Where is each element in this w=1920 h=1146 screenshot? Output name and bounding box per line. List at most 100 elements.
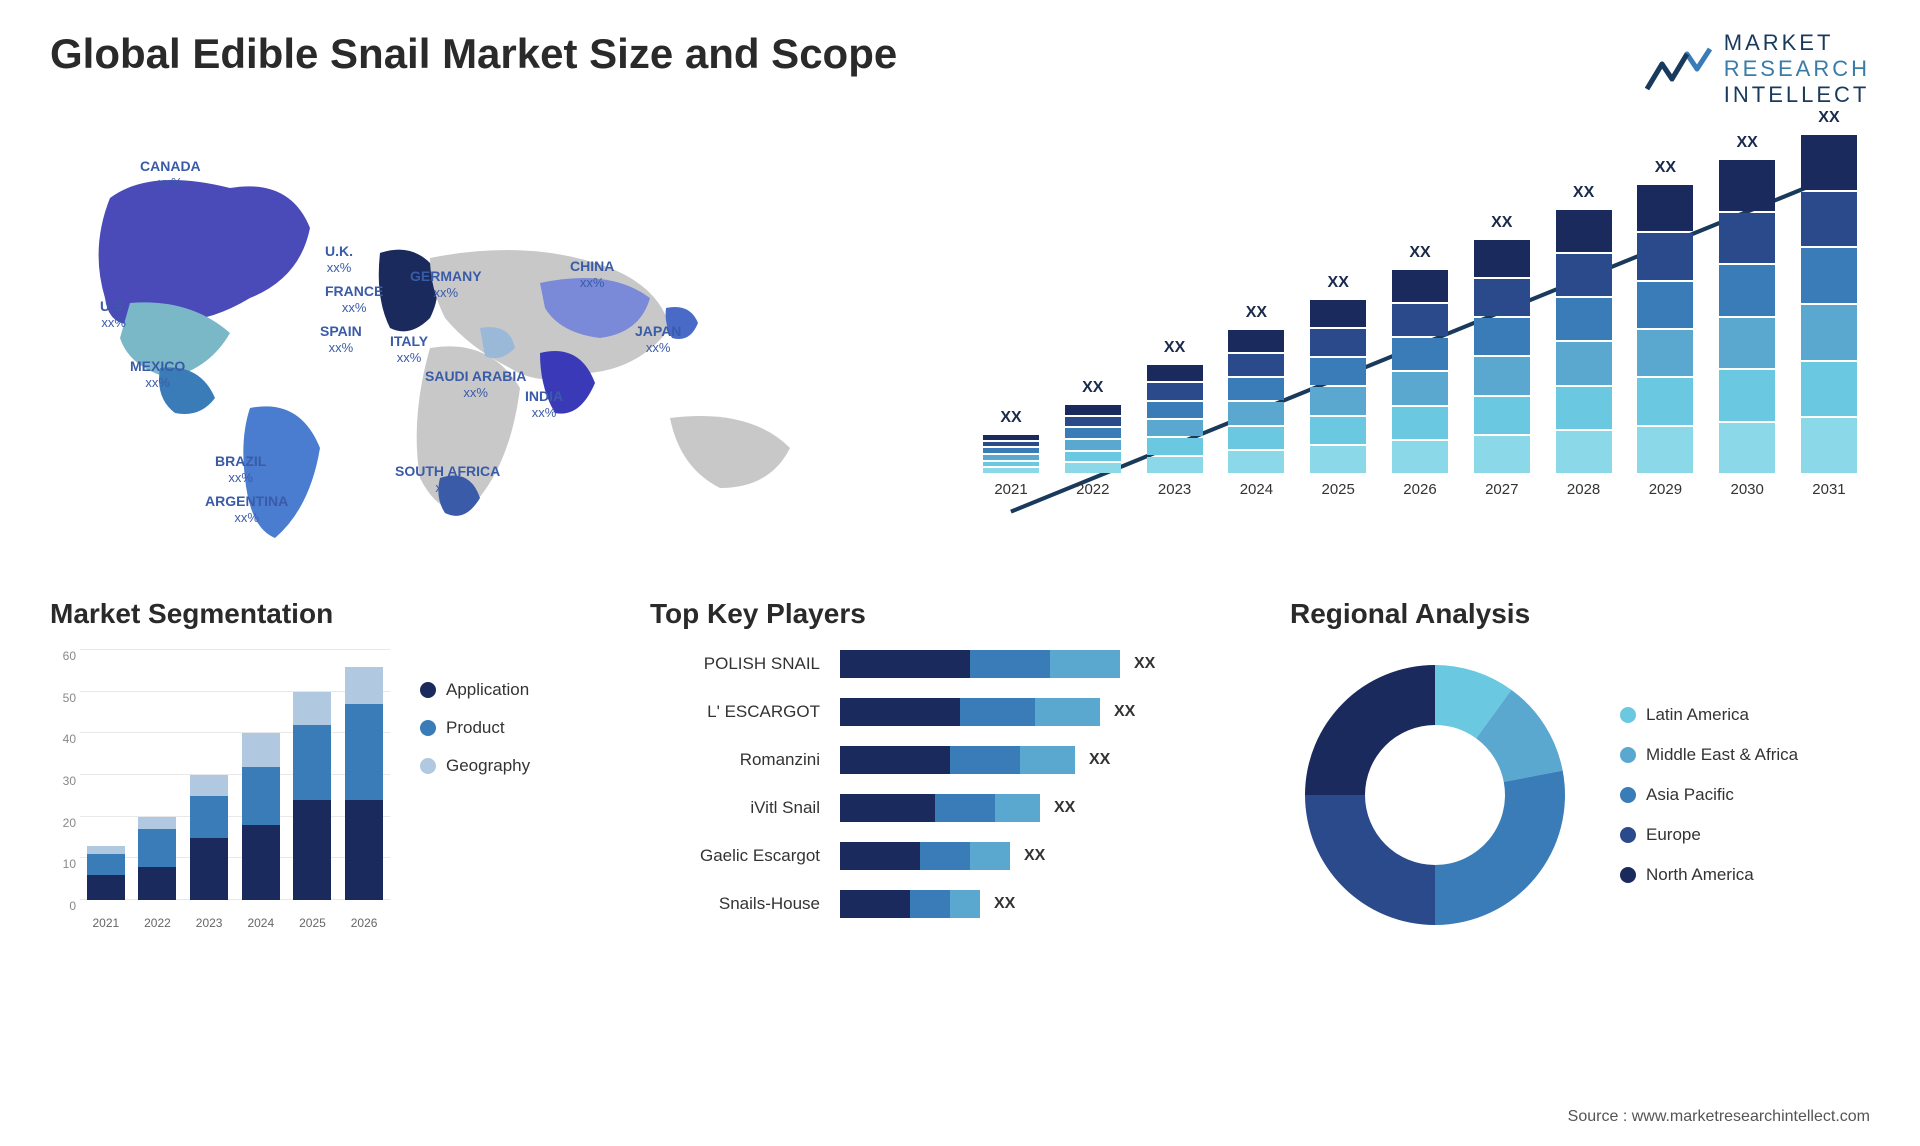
- growth-seg: [1147, 402, 1203, 418]
- seg-seg: [345, 704, 383, 800]
- brand-logo: MARKET RESEARCH INTELLECT: [1642, 30, 1870, 108]
- growth-seg: [1228, 427, 1284, 449]
- seg-bar: [190, 775, 228, 900]
- regional-section: Regional Analysis Latin AmericaMiddle Ea…: [1290, 598, 1870, 940]
- player-seg: [1020, 746, 1075, 774]
- growth-seg: [1228, 330, 1284, 352]
- seg-xlabel: 2023: [190, 916, 228, 930]
- seg-seg: [293, 692, 331, 725]
- growth-seg: [1719, 370, 1775, 421]
- player-value: XX: [1089, 751, 1110, 769]
- growth-seg: [1392, 407, 1448, 439]
- legend-label: Latin America: [1646, 705, 1749, 725]
- growth-bar-group: XX2031: [1798, 109, 1860, 498]
- legend-item: Europe: [1620, 825, 1798, 845]
- player-seg: [970, 842, 1010, 870]
- donut-slice: [1305, 665, 1435, 795]
- players-section: Top Key Players POLISH SNAILL' ESCARGOTR…: [650, 598, 1250, 940]
- growth-bar: [1474, 238, 1530, 473]
- growth-seg: [1474, 436, 1530, 473]
- donut-slice: [1305, 795, 1435, 925]
- growth-xlabel: 2023: [1158, 481, 1191, 498]
- players-title: Top Key Players: [650, 598, 1250, 630]
- growth-seg: [1310, 358, 1366, 385]
- seg-xlabel: 2021: [87, 916, 125, 930]
- player-label: L' ESCARGOT: [650, 698, 820, 726]
- growth-bar: [983, 433, 1039, 473]
- growth-top-label: XX: [1655, 159, 1676, 177]
- seg-xlabel: 2022: [138, 916, 176, 930]
- country-label: ARGENTINAxx%: [205, 493, 288, 525]
- growth-xlabel: 2026: [1403, 481, 1436, 498]
- growth-top-label: XX: [1328, 274, 1349, 292]
- regional-wrap: Latin AmericaMiddle East & AfricaAsia Pa…: [1290, 650, 1870, 940]
- legend-dot: [420, 758, 436, 774]
- growth-seg: [1719, 318, 1775, 369]
- growth-seg: [1065, 452, 1121, 462]
- seg-seg: [293, 800, 331, 900]
- growth-xlabel: 2031: [1812, 481, 1845, 498]
- growth-bar-group: XX2024: [1225, 304, 1287, 498]
- player-value: XX: [1024, 847, 1045, 865]
- growth-seg: [1310, 387, 1366, 414]
- seg-ytick: 10: [63, 857, 76, 871]
- legend-label: Middle East & Africa: [1646, 745, 1798, 765]
- growth-top-label: XX: [1737, 134, 1758, 152]
- growth-seg: [983, 468, 1039, 473]
- country-label: SAUDI ARABIAxx%: [425, 368, 526, 400]
- growth-chart: XX2021XX2022XX2023XX2024XX2025XX2026XX20…: [970, 138, 1870, 558]
- growth-seg: [1801, 192, 1857, 247]
- growth-bar: [1392, 268, 1448, 473]
- growth-seg: [1556, 298, 1612, 340]
- seg-ytick: 50: [63, 691, 76, 705]
- growth-xlabel: 2029: [1649, 481, 1682, 498]
- player-bar: [840, 650, 1120, 678]
- player-value: XX: [994, 895, 1015, 913]
- player-seg: [950, 890, 980, 918]
- logo-icon: [1642, 39, 1712, 99]
- country-label: SPAINxx%: [320, 323, 362, 355]
- growth-top-label: XX: [1573, 184, 1594, 202]
- seg-seg: [138, 817, 176, 830]
- seg-seg: [242, 825, 280, 900]
- country-label: ITALYxx%: [390, 333, 428, 365]
- legend-dot: [1620, 787, 1636, 803]
- growth-seg: [1556, 254, 1612, 296]
- growth-seg: [1474, 397, 1530, 434]
- growth-bar-group: XX2025: [1307, 274, 1369, 498]
- country-label: U.K.xx%: [325, 243, 353, 275]
- growth-seg: [1719, 423, 1775, 474]
- growth-seg: [1310, 446, 1366, 473]
- growth-seg: [1065, 428, 1121, 438]
- growth-seg: [1147, 457, 1203, 473]
- seg-seg: [138, 867, 176, 900]
- growth-bar-group: XX 2023: [1144, 339, 1206, 498]
- player-row: XX: [840, 650, 1250, 678]
- growth-seg: [1392, 441, 1448, 473]
- player-bars: XXXXXXXXXXXX: [840, 650, 1250, 918]
- growth-top-label: XX: [1491, 214, 1512, 232]
- legend-item: Product: [420, 718, 530, 738]
- seg-seg: [87, 846, 125, 854]
- growth-seg: [1637, 427, 1693, 473]
- seg-seg: [190, 838, 228, 901]
- player-bar: [840, 794, 1040, 822]
- legend-dot: [1620, 867, 1636, 883]
- growth-bar: [1310, 298, 1366, 473]
- seg-xlabels: 202120222023202420252026: [80, 916, 390, 930]
- growth-seg: [1147, 438, 1203, 454]
- growth-xlabel: 2030: [1730, 481, 1763, 498]
- player-label: Gaelic Escargot: [650, 842, 820, 870]
- player-row: XX: [840, 746, 1250, 774]
- player-seg: [935, 794, 995, 822]
- growth-seg: [1556, 431, 1612, 473]
- growth-seg: [1637, 330, 1693, 376]
- growth-bar-group: XX2026: [1389, 244, 1451, 498]
- player-seg: [970, 650, 1050, 678]
- legend-item: North America: [1620, 865, 1798, 885]
- regional-legend: Latin AmericaMiddle East & AfricaAsia Pa…: [1620, 705, 1798, 885]
- legend-label: Europe: [1646, 825, 1701, 845]
- growth-seg: [1065, 463, 1121, 473]
- growth-top-label: XX: [1164, 339, 1185, 357]
- growth-xlabel: 2022: [1076, 481, 1109, 498]
